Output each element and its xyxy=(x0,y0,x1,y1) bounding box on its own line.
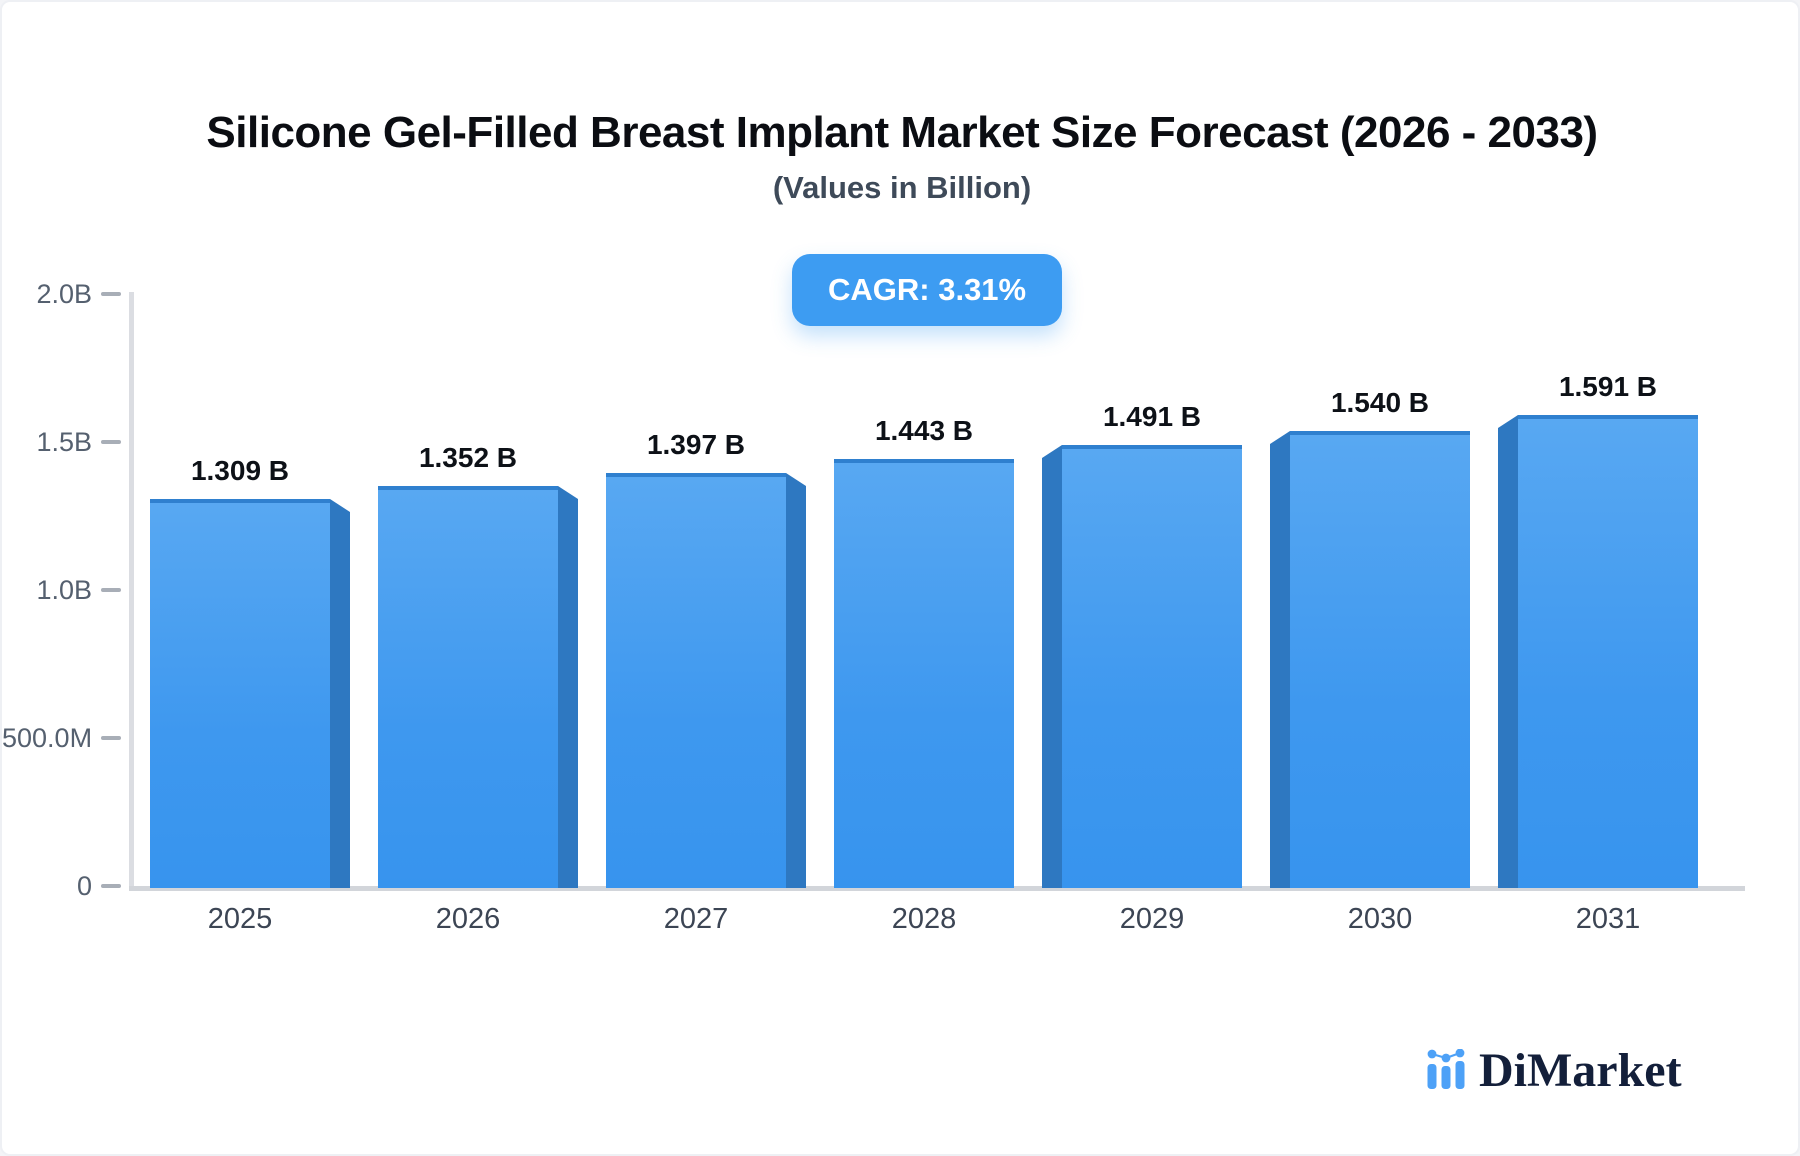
y-axis-tick-label: 2.0B xyxy=(36,279,92,309)
x-axis-line xyxy=(129,886,1745,891)
x-axis-label: 2026 xyxy=(435,903,501,935)
x-axis-label: 2025 xyxy=(207,903,273,935)
chart-title: Silicone Gel-Filled Breast Implant Marke… xyxy=(206,108,1598,157)
x-axis-label: 2030 xyxy=(1347,903,1413,935)
bar-value-label: 1.540 B xyxy=(1330,387,1430,418)
bar[interactable] xyxy=(834,459,1014,888)
bar[interactable] xyxy=(1518,415,1698,888)
y-axis-tick xyxy=(101,440,121,444)
bar-3d-side xyxy=(1498,415,1518,888)
x-axis-label: 2031 xyxy=(1575,903,1641,935)
bar-3d-side xyxy=(1042,445,1062,888)
bar-value-label: 1.443 B xyxy=(874,415,974,446)
x-axis-label: 2029 xyxy=(1119,903,1185,935)
y-axis-tick-label: 0 xyxy=(76,871,92,901)
bar-3d-side xyxy=(558,486,578,888)
y-axis-tick xyxy=(101,588,121,592)
chart-subtitle: (Values in Billion) xyxy=(772,170,1032,205)
bar[interactable] xyxy=(1062,445,1242,888)
bar-3d-side xyxy=(1270,431,1290,888)
y-axis-tick-label: 1.0B xyxy=(36,575,92,605)
bar[interactable] xyxy=(150,499,330,888)
bar-3d-side xyxy=(786,473,806,888)
bar[interactable] xyxy=(378,486,558,888)
y-axis-tick xyxy=(101,884,121,888)
bar[interactable] xyxy=(1290,431,1470,888)
bar-value-label: 1.491 B xyxy=(1102,401,1202,432)
brand-logo[interactable]: DiMarket xyxy=(1426,1044,1682,1097)
cagr-badge-label: CAGR: 3.31% xyxy=(828,272,1027,307)
bar-3d-side xyxy=(330,499,350,888)
y-axis-tick xyxy=(101,736,121,740)
bar-value-label: 1.591 B xyxy=(1558,371,1658,402)
x-axis-label: 2027 xyxy=(663,903,729,935)
y-axis-tick-label: 500.0M xyxy=(2,723,93,753)
y-axis-tick-label: 1.5B xyxy=(36,427,92,457)
x-axis-label: 2028 xyxy=(891,903,957,935)
bar-value-label: 1.352 B xyxy=(418,442,518,473)
bar-value-label: 1.397 B xyxy=(646,429,746,460)
bar[interactable] xyxy=(606,473,786,888)
bar-chart-logo-icon xyxy=(1426,1048,1466,1094)
y-axis-tick xyxy=(101,292,121,296)
y-axis-line xyxy=(129,292,134,891)
brand-logo-text: DiMarket xyxy=(1479,1044,1682,1097)
bar-value-label: 1.309 B xyxy=(190,455,290,486)
cagr-badge: CAGR: 3.31% xyxy=(792,254,1063,326)
